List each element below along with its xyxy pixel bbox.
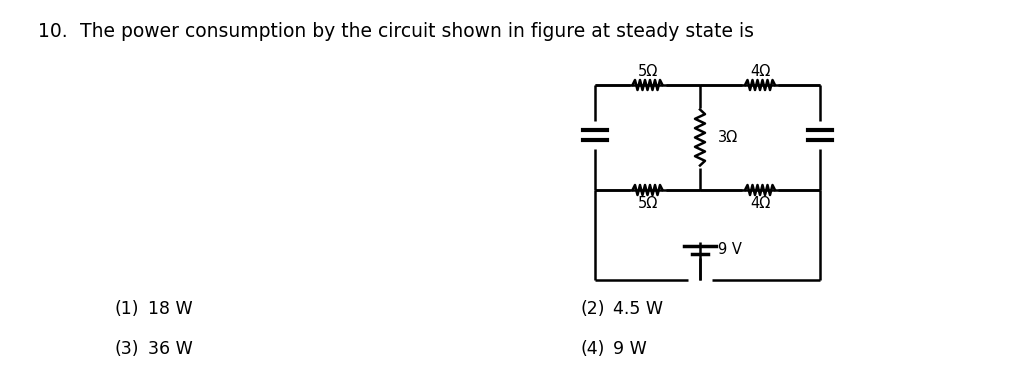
Text: (4): (4): [580, 340, 604, 358]
Text: (2): (2): [580, 300, 604, 318]
Text: 9 V: 9 V: [718, 243, 741, 257]
Text: 3Ω: 3Ω: [718, 130, 738, 145]
Text: 9 W: 9 W: [613, 340, 647, 358]
Text: 5Ω: 5Ω: [637, 196, 657, 210]
Text: The power consumption by the circuit shown in figure at steady state is: The power consumption by the circuit sho…: [80, 22, 754, 41]
Text: 5Ω: 5Ω: [637, 63, 657, 78]
Text: (3): (3): [115, 340, 139, 358]
Text: 4Ω: 4Ω: [750, 196, 770, 210]
Text: 36 W: 36 W: [148, 340, 193, 358]
Text: 4Ω: 4Ω: [750, 63, 770, 78]
Text: 4.5 W: 4.5 W: [613, 300, 663, 318]
Text: 18 W: 18 W: [148, 300, 193, 318]
Text: (1): (1): [115, 300, 139, 318]
Text: 10.: 10.: [38, 22, 68, 41]
